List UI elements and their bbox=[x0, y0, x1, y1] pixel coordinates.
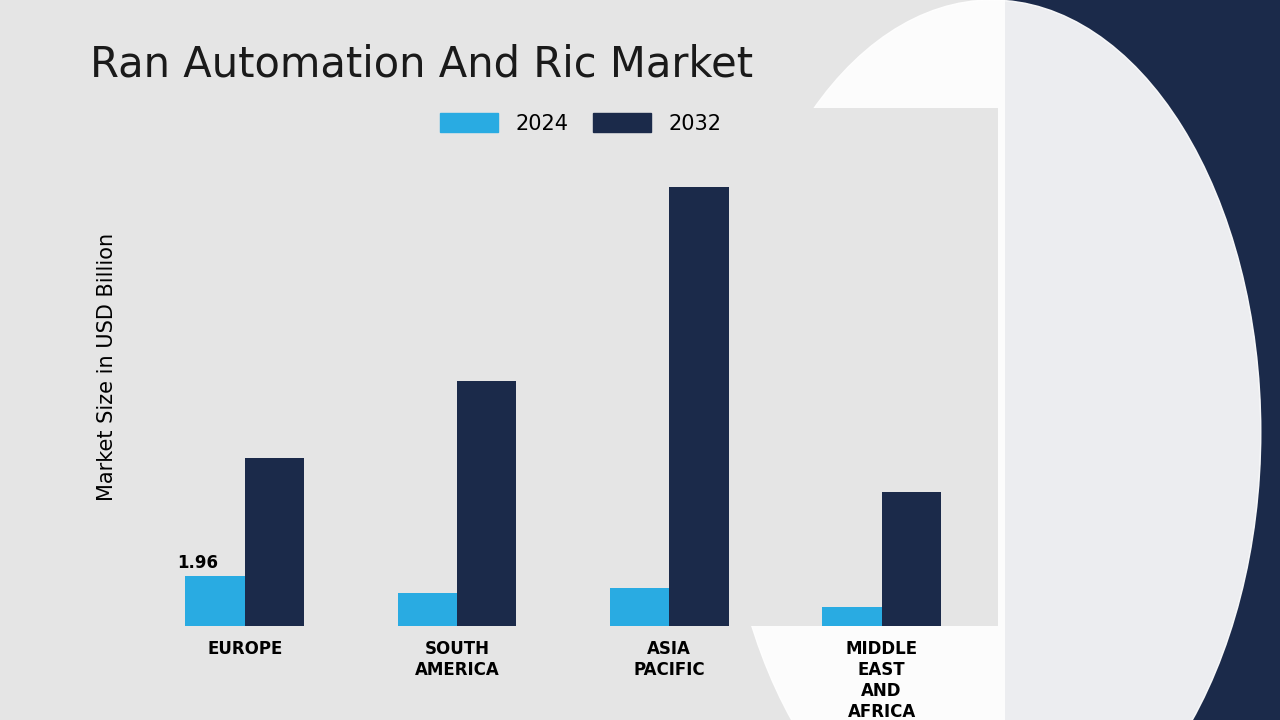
Bar bbox=[669, 187, 728, 626]
Y-axis label: Market Size in USD Billion: Market Size in USD Billion bbox=[97, 233, 116, 501]
Bar bbox=[822, 607, 882, 626]
Bar bbox=[609, 588, 669, 626]
Bar bbox=[398, 593, 457, 626]
Text: 1.96: 1.96 bbox=[177, 554, 218, 572]
Bar bbox=[882, 492, 941, 626]
Bar bbox=[244, 459, 305, 626]
Legend: 2024, 2032: 2024, 2032 bbox=[440, 113, 721, 134]
Text: Ran Automation And Ric Market: Ran Automation And Ric Market bbox=[90, 43, 753, 85]
Ellipse shape bbox=[723, 0, 1261, 720]
Bar bbox=[457, 381, 517, 626]
Text: WISE GUY
REPORTS: WISE GUY REPORTS bbox=[330, 304, 735, 453]
Bar bbox=[186, 576, 244, 626]
